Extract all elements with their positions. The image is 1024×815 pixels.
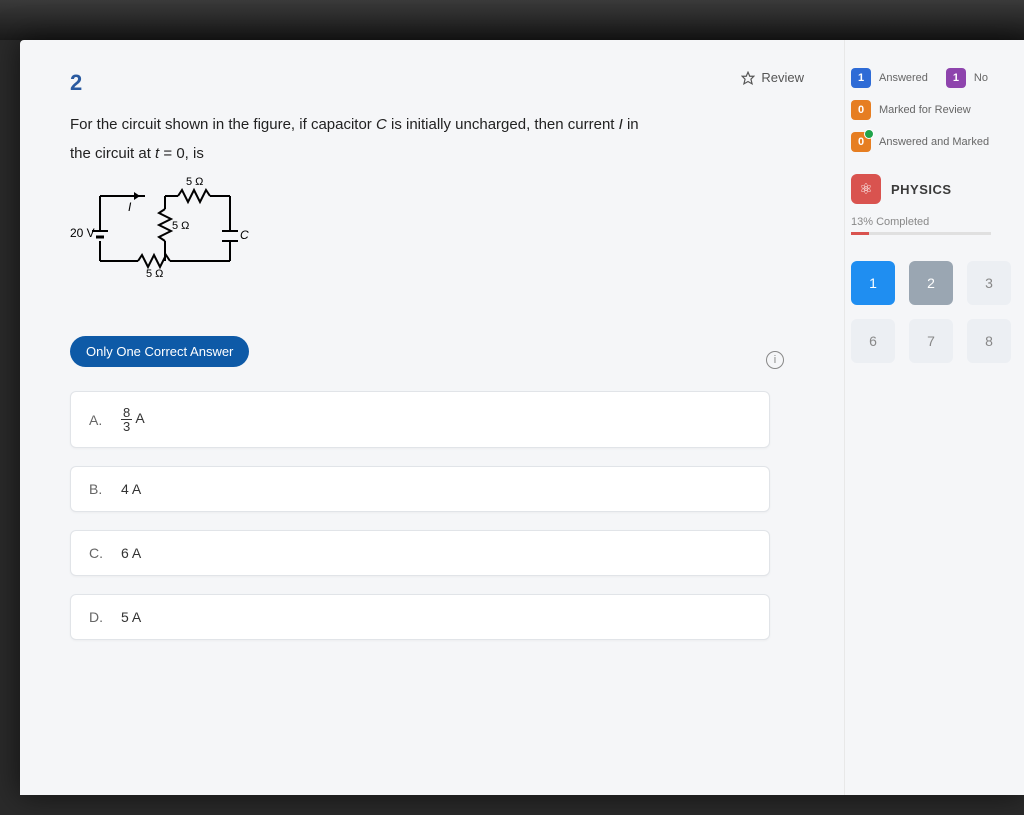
- legend-marked-label: Marked for Review: [879, 104, 971, 116]
- option-c[interactable]: C. 6 A: [70, 530, 770, 576]
- subject-header: ⚛ PHYSICS: [851, 174, 1024, 204]
- palette-q8[interactable]: 8: [967, 319, 1011, 363]
- option-value: 83 A: [121, 406, 145, 433]
- r-top-label: 5 Ω: [186, 176, 203, 188]
- question-panel: 2 Review For the circuit shown in the fi…: [20, 40, 844, 795]
- chip-notanswered: 1: [946, 68, 966, 88]
- progress-fill: [851, 232, 869, 235]
- subject-name: PHYSICS: [891, 182, 952, 197]
- current-label: I: [128, 200, 132, 214]
- app-screen: 2 Review For the circuit shown in the fi…: [20, 40, 1024, 795]
- legend-notanswered-label: No: [974, 72, 988, 84]
- chip-answered: 1: [851, 68, 871, 88]
- atom-icon: ⚛: [851, 174, 881, 204]
- question-palette: 1 2 3 6 7 8: [851, 261, 1024, 363]
- option-b[interactable]: B. 4 A: [70, 466, 770, 512]
- chip-marked: 0: [851, 100, 871, 120]
- legend-answered-marked: 0 Answered and Marked: [851, 132, 1024, 152]
- question-text-line1: For the circuit shown in the figure, if …: [70, 114, 710, 137]
- circuit-diagram: 20 V 5 Ω 5 Ω 5 Ω C I: [70, 171, 804, 286]
- legend-answered-marked-label: Answered and Marked: [879, 136, 989, 148]
- palette-q3[interactable]: 3: [967, 261, 1011, 305]
- option-letter: A.: [89, 412, 107, 428]
- option-letter: C.: [89, 545, 107, 561]
- sidebar: 1 Answered 1 No 0 Marked for Review 0 An…: [844, 40, 1024, 795]
- cap-label: C: [240, 228, 249, 242]
- legend-answered-label: Answered: [879, 72, 928, 84]
- r-bottom-label: 5 Ω: [146, 268, 163, 280]
- palette-q6[interactable]: 6: [851, 319, 895, 363]
- legend-notanswered: 1 No: [946, 68, 988, 88]
- laptop-bezel: [0, 0, 1024, 40]
- r-mid-label: 5 Ω: [172, 220, 189, 232]
- info-icon[interactable]: i: [766, 351, 784, 369]
- review-label: Review: [761, 70, 804, 85]
- option-a[interactable]: A. 83 A: [70, 391, 770, 448]
- option-value: 4 A: [121, 481, 141, 497]
- voltage-label: 20 V: [70, 226, 95, 240]
- legend-marked: 0 Marked for Review: [851, 100, 1024, 120]
- answer-type-pill: Only One Correct Answer: [70, 336, 249, 367]
- option-value: 5 A: [121, 609, 141, 625]
- progress-bar: [851, 232, 991, 235]
- question-number: 2: [70, 70, 804, 96]
- option-value: 6 A: [121, 545, 141, 561]
- options-list: A. 83 A B. 4 A C. 6 A D. 5 A: [70, 391, 770, 640]
- option-letter: B.: [89, 481, 107, 497]
- option-letter: D.: [89, 609, 107, 625]
- legend-answered: 1 Answered: [851, 68, 928, 88]
- chip-answered-marked: 0: [851, 132, 871, 152]
- progress-label: 13% Completed: [851, 216, 1024, 228]
- palette-q1[interactable]: 1: [851, 261, 895, 305]
- question-text-line2: the circuit at t = 0, is: [70, 143, 710, 166]
- palette-q2[interactable]: 2: [909, 261, 953, 305]
- palette-q7[interactable]: 7: [909, 319, 953, 363]
- review-toggle[interactable]: Review: [741, 70, 804, 85]
- option-d[interactable]: D. 5 A: [70, 594, 770, 640]
- star-icon: [741, 71, 755, 85]
